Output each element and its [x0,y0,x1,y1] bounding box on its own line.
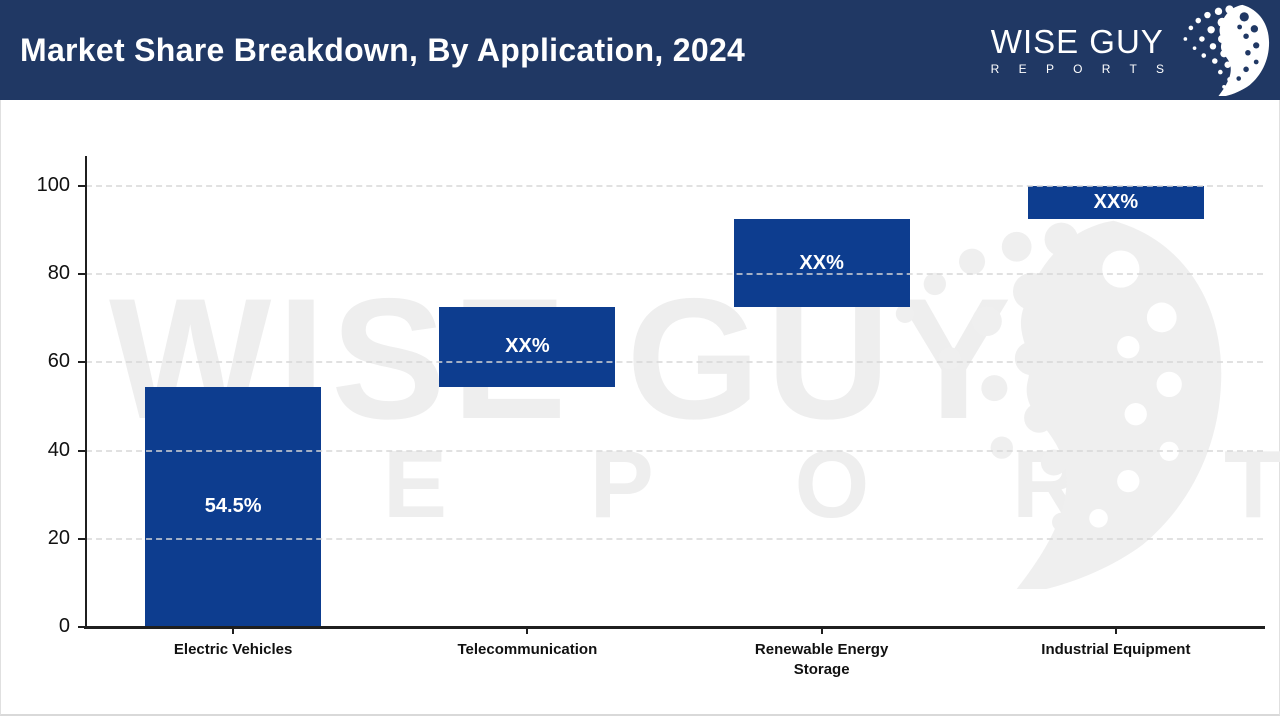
y-tick [78,273,85,276]
bar-value-label: 54.5% [204,495,262,518]
gridline-80 [86,273,1263,276]
x-tick [1114,627,1117,634]
page-title: Market Share Breakdown, By Application, … [20,31,746,68]
y-tick-label: 20 [47,526,70,549]
y-tick-label: 40 [47,438,70,461]
gridline-60 [86,361,1263,364]
y-tick [78,449,85,452]
bar-value-label: XX% [799,251,844,274]
y-tick-label: 100 [36,174,70,196]
gridline-40 [86,449,1263,452]
bar-4: XX% [1027,186,1204,220]
bar-3: XX% [733,219,910,308]
category-label: Telecommunication [417,640,637,660]
wiseguy-head-icon [1183,4,1270,96]
category-label: Industrial Equipment [1006,640,1226,660]
y-tick [78,185,85,187]
y-tick-label: 60 [47,350,70,373]
bar-2: XX% [439,307,616,387]
category-label-text: Electric Vehicles [173,641,293,658]
x-tick [820,627,823,634]
y-tick [78,626,85,628]
x-axis-line [84,626,1265,629]
gridline-20 [86,537,1263,540]
gridline-100 [86,185,1263,187]
logo-wordmark: WISE GUY [990,22,1164,60]
x-tick [232,627,235,634]
bar-1: 54.5% [145,386,322,627]
y-tick-label: 80 [47,262,70,285]
wiseguy-logo: WISE GUY R E P O R T S [983,0,1272,100]
category-label: Electric Vehicles [123,640,343,660]
y-tick [78,537,85,540]
x-tick [526,627,529,634]
category-label: Renewable Energy Storage [712,640,932,680]
logo-subtext: R E P O R T S [990,61,1172,76]
category-label-text: Industrial Equipment [1041,641,1191,658]
y-tick-label: 0 [58,615,70,637]
y-axis-line [85,156,87,629]
logo-text: WISE GUY R E P O R T S [983,22,1172,76]
category-label-text: Renewable Energy Storage [754,641,889,678]
chart-area: WISE GUY R E P O R T S 54.5%Electric Veh… [0,100,1280,716]
bar-value-label: XX% [1093,191,1139,214]
header: Market Share Breakdown, By Application, … [0,0,1280,100]
watermark-head-icon [895,220,1222,589]
category-label-text: Telecommunication [457,641,598,658]
y-tick [78,361,85,364]
bar-value-label: XX% [505,335,550,358]
